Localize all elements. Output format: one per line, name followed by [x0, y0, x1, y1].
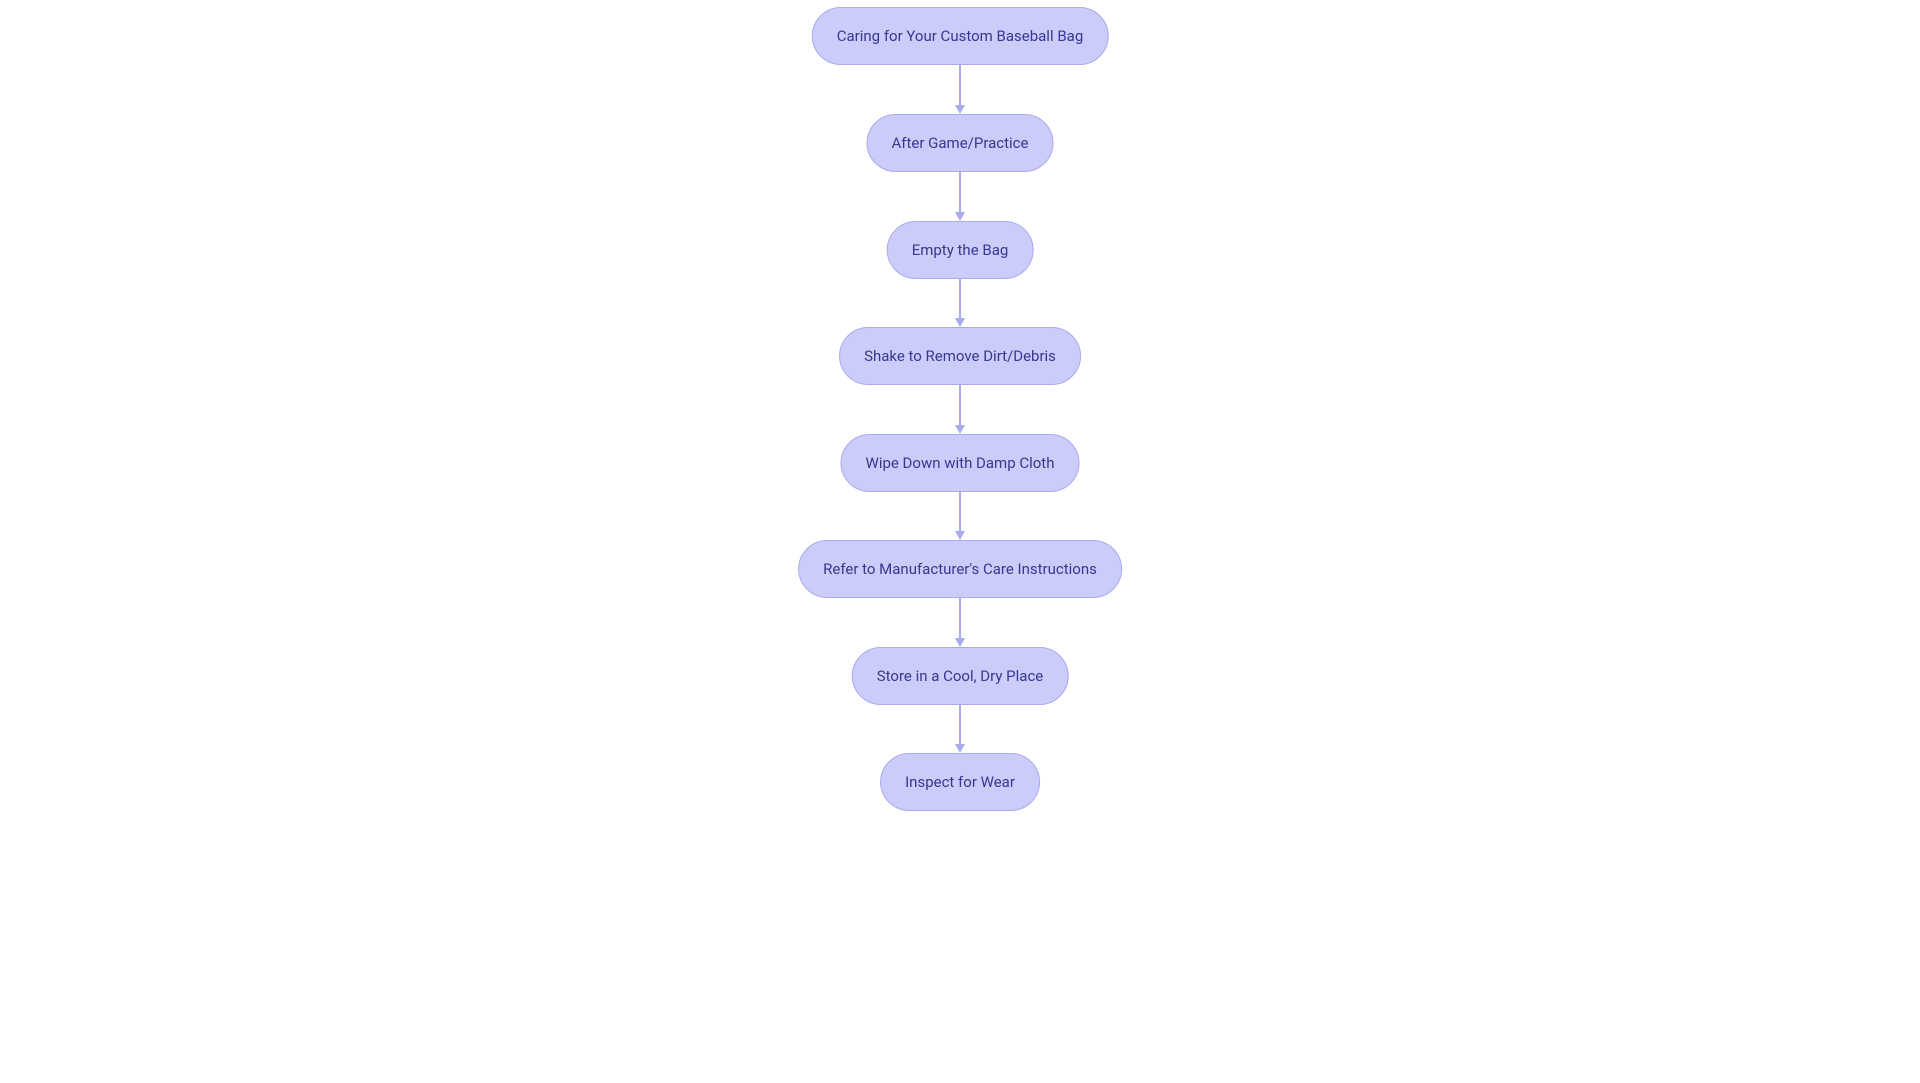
- arrowhead-icon: [955, 425, 965, 434]
- node-label: Shake to Remove Dirt/Debris: [864, 347, 1056, 365]
- flow-connector: [955, 279, 965, 327]
- arrowhead-icon: [955, 318, 965, 327]
- connector-line: [959, 492, 961, 531]
- node-label: Inspect for Wear: [905, 773, 1015, 791]
- connector-line: [959, 385, 961, 425]
- arrowhead-icon: [955, 744, 965, 753]
- flow-node: Wipe Down with Damp Cloth: [841, 434, 1080, 492]
- connector-line: [959, 598, 961, 638]
- flow-connector: [955, 492, 965, 540]
- flow-connector: [955, 705, 965, 753]
- flow-node: Store in a Cool, Dry Place: [852, 647, 1069, 705]
- flow-node: Caring for Your Custom Baseball Bag: [812, 7, 1109, 65]
- connector-line: [959, 705, 961, 744]
- flow-connector: [955, 385, 965, 434]
- arrowhead-icon: [955, 105, 965, 114]
- connector-line: [959, 65, 961, 105]
- node-label: Empty the Bag: [912, 241, 1009, 259]
- connector-line: [959, 172, 961, 212]
- node-label: After Game/Practice: [892, 134, 1029, 152]
- flow-connector: [955, 598, 965, 647]
- node-label: Wipe Down with Damp Cloth: [866, 454, 1055, 472]
- arrowhead-icon: [955, 531, 965, 540]
- node-label: Refer to Manufacturer's Care Instruction…: [823, 560, 1097, 578]
- node-label: Store in a Cool, Dry Place: [877, 667, 1044, 685]
- node-label: Caring for Your Custom Baseball Bag: [837, 27, 1084, 45]
- connector-line: [959, 279, 961, 318]
- flow-connector: [955, 65, 965, 114]
- flow-node: Refer to Manufacturer's Care Instruction…: [798, 540, 1122, 598]
- flow-node: Empty the Bag: [887, 221, 1034, 279]
- arrowhead-icon: [955, 212, 965, 221]
- flow-connector: [955, 172, 965, 221]
- flow-node: Inspect for Wear: [880, 753, 1040, 811]
- flow-node: Shake to Remove Dirt/Debris: [839, 327, 1081, 385]
- arrowhead-icon: [955, 638, 965, 647]
- flow-node: After Game/Practice: [867, 114, 1054, 172]
